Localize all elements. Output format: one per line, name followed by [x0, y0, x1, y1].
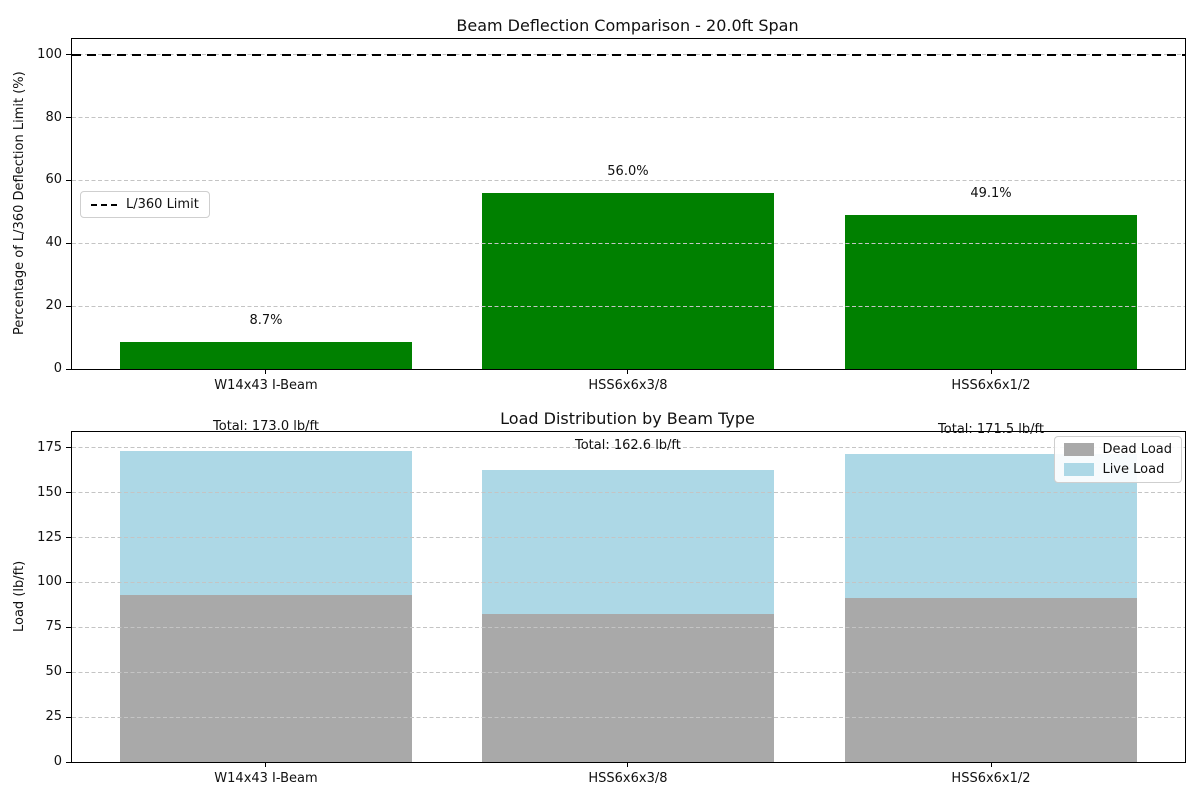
live-load-swatch	[1064, 463, 1095, 476]
x-tick-label: HSS6x6x1/2	[951, 378, 1031, 393]
x-tick-mark	[627, 762, 629, 767]
y-gridline	[72, 117, 1185, 119]
deflection-y-axis-label: Percentage of L/360 Deflection Limit (%)	[12, 71, 27, 335]
deflection-plot-area: L/360 Limit 0 20 40 60 80 100 W14x43 I-Beam HSS…	[37, 38, 1186, 393]
y-gridline	[72, 671, 1185, 673]
dead-load-legend-label: Dead Load	[1102, 442, 1172, 457]
y-gridline	[72, 447, 1185, 449]
total-label: Total: 173.0 lb/ft	[213, 419, 319, 435]
y-tick-mark	[66, 447, 71, 449]
y-gridline	[72, 305, 1185, 307]
y-tick-label: 0	[53, 361, 62, 376]
y-tick-label: 20	[45, 298, 62, 314]
limit-line	[72, 53, 1185, 56]
dead-load-segment	[844, 597, 1138, 762]
y-tick-mark	[66, 626, 71, 628]
y-tick-mark	[66, 179, 71, 181]
y-gridline	[72, 242, 1185, 244]
x-tick-label: W14x43 I-Beam	[214, 378, 318, 393]
dead-load-segment	[481, 613, 774, 762]
y-tick-mark	[66, 716, 71, 718]
y-tick-mark	[66, 761, 71, 763]
y-tick-label: 25	[45, 709, 62, 725]
x-tick-label: HSS6x6x3/8	[588, 378, 668, 393]
x-tick-mark	[265, 762, 267, 767]
y-tick-label: 100	[37, 46, 62, 62]
x-tick-label: HSS6x6x1/2	[951, 771, 1031, 786]
y-tick-mark	[66, 305, 71, 307]
deflection-bar	[844, 214, 1138, 369]
legend-row-dead-load: Dead Load	[1064, 442, 1172, 457]
deflection-bar	[481, 193, 774, 369]
x-tick-mark	[627, 369, 629, 374]
y-tick-mark	[66, 368, 71, 370]
live-load-segment	[481, 469, 774, 614]
y-tick-label: 60	[45, 172, 62, 188]
live-load-segment	[119, 451, 413, 595]
y-tick-label: 100	[37, 574, 62, 590]
bar-value-label: 49.1%	[970, 185, 1012, 201]
y-tick-label: 40	[45, 235, 62, 251]
dead-load-segment	[119, 594, 413, 762]
bar-value-label: 8.7%	[249, 312, 283, 328]
y-tick-label: 175	[37, 439, 62, 455]
y-tick-label: 125	[37, 529, 62, 545]
x-tick-label: HSS6x6x3/8	[588, 771, 668, 786]
deflection-bar	[119, 341, 413, 369]
limit-legend-label: L/360 Limit	[126, 197, 199, 212]
load-legend: Dead Load Live Load	[1054, 436, 1182, 483]
load-plot-area: Dead Load Live Load 0 25 50 75 100 125 150 175 W…	[37, 419, 1186, 786]
y-tick-mark	[66, 537, 71, 538]
x-tick-mark	[990, 762, 992, 767]
y-gridline	[72, 716, 1185, 718]
x-tick-mark	[265, 369, 267, 374]
total-label: Total: 171.5 lb/ft	[938, 422, 1044, 437]
x-tick-mark	[990, 369, 992, 374]
y-tick-mark	[66, 117, 71, 119]
y-tick-mark	[66, 54, 71, 56]
total-label: Total: 162.6 lb/ft	[574, 437, 681, 453]
y-gridline	[72, 537, 1185, 538]
y-gridline	[72, 492, 1185, 494]
x-tick-label: W14x43 I-Beam	[214, 771, 318, 786]
deflection-legend: L/360 Limit	[80, 191, 210, 218]
y-tick-label: 150	[37, 484, 62, 500]
y-tick-label: 50	[45, 664, 62, 680]
dead-load-swatch	[1064, 443, 1095, 456]
y-gridline	[72, 626, 1185, 628]
y-tick-label: 75	[45, 619, 62, 635]
deflection-chart-title: Beam Deflection Comparison - 20.0ft Span	[456, 16, 799, 35]
y-tick-label: 80	[45, 109, 62, 125]
dashed-limit-line-swatch	[91, 203, 118, 206]
legend-row-live-load: Live Load	[1064, 462, 1172, 477]
y-gridline	[72, 581, 1185, 583]
y-tick-mark	[66, 671, 71, 673]
live-load-legend-label: Live Load	[1102, 462, 1165, 477]
load-chart-title: Load Distribution by Beam Type	[500, 409, 755, 428]
y-tick-label: 0	[53, 754, 62, 769]
y-tick-mark	[66, 492, 71, 494]
y-tick-mark	[66, 581, 71, 583]
y-tick-mark	[66, 242, 71, 244]
bar-value-label: 56.0%	[607, 164, 649, 179]
y-gridline	[72, 179, 1185, 181]
